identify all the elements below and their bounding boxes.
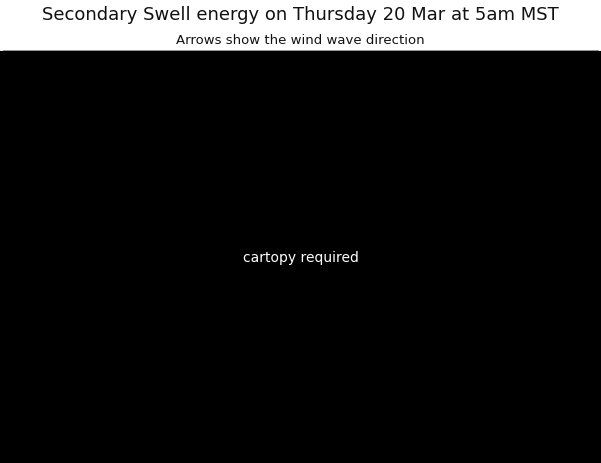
Text: Arrows show the wind wave direction: Arrows show the wind wave direction <box>176 34 425 47</box>
Text: cartopy required: cartopy required <box>243 250 358 264</box>
Text: Secondary Swell energy on Thursday 20 Mar at 5am MST: Secondary Swell energy on Thursday 20 Ma… <box>42 6 559 24</box>
